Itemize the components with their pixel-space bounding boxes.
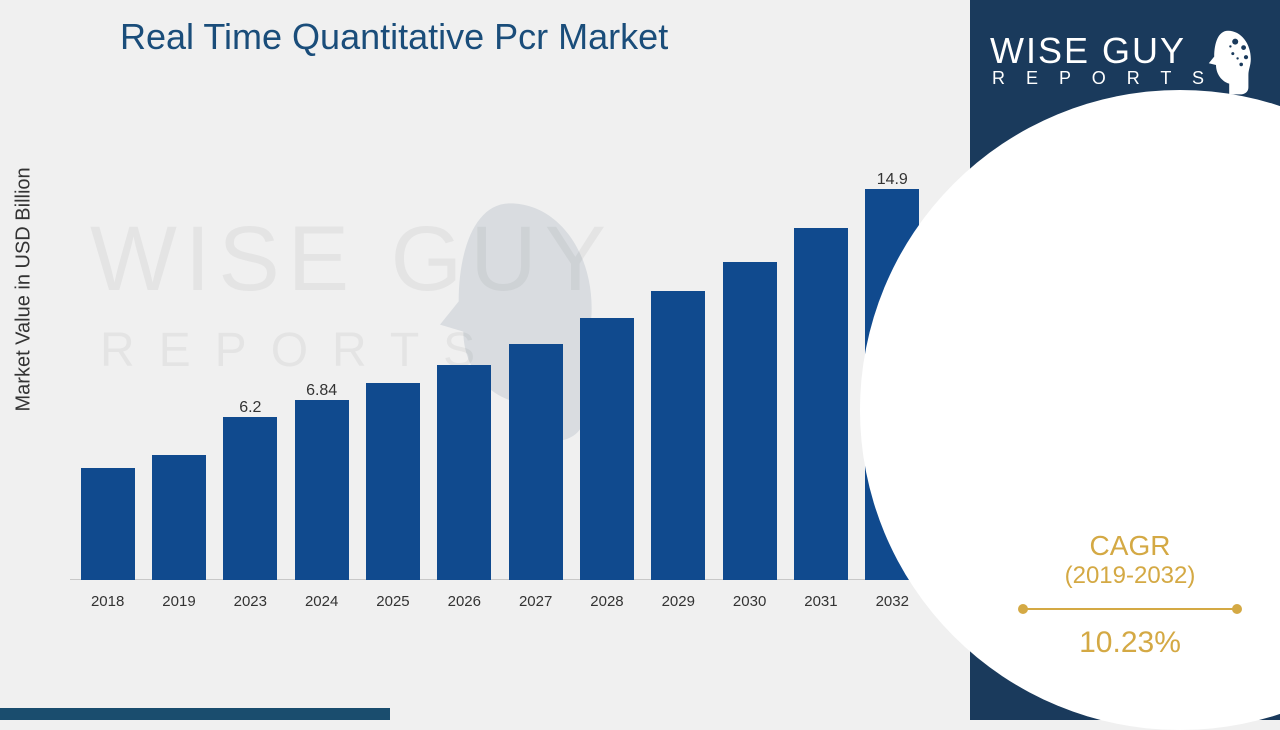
- chart-title: Real Time Quantitative Pcr Market: [120, 16, 668, 58]
- bar: [437, 365, 491, 580]
- bar: [152, 455, 206, 580]
- bar: [223, 417, 277, 580]
- x-label: 2031: [791, 593, 850, 610]
- bar: [509, 344, 563, 580]
- bar-value-label: 6.2: [239, 399, 261, 417]
- cagr-divider: [1020, 608, 1240, 610]
- brand-logo: WISE GUY R E P O R T S: [990, 30, 1260, 89]
- x-label: 2032: [863, 593, 922, 610]
- cagr-value: 10.23%: [1010, 626, 1250, 660]
- main-area: Real Time Quantitative Pcr Market WISE G…: [0, 0, 970, 720]
- bar-wrapper: [649, 291, 708, 580]
- bar-wrapper: [506, 344, 565, 580]
- x-label: 2019: [149, 593, 208, 610]
- cagr-range: (2019-2032): [1010, 562, 1250, 590]
- x-label: 2018: [78, 593, 137, 610]
- bars-area: 6.26.8414.9: [70, 160, 930, 580]
- bar-wrapper: [78, 468, 137, 580]
- x-axis-labels: 2018 2019 2023 2024 2025 2026 2027 2028 2029 2030…: [70, 593, 930, 610]
- footer-accent-bar: [0, 708, 390, 720]
- bar-wrapper: 6.2: [221, 417, 280, 580]
- bar: [295, 400, 349, 580]
- x-label: 2029: [649, 593, 708, 610]
- x-label: 2026: [435, 593, 494, 610]
- logo-main-text: WISE GUY: [990, 30, 1186, 72]
- y-axis-label: Market Value in USD Billion: [13, 167, 36, 411]
- x-label: 2024: [292, 593, 351, 610]
- bar: [651, 291, 705, 580]
- bar-wrapper: [363, 383, 422, 580]
- bar-chart: 6.26.8414.9 2018201920232024202520262027…: [70, 160, 930, 610]
- bar-wrapper: [791, 228, 850, 580]
- logo-head-icon: [1196, 26, 1260, 98]
- bar-wrapper: [435, 365, 494, 580]
- x-label: 2027: [506, 593, 565, 610]
- bar-wrapper: 6.84: [292, 400, 351, 580]
- bar-wrapper: [577, 318, 636, 581]
- bar: [723, 262, 777, 580]
- bar-wrapper: [720, 262, 779, 580]
- x-label: 2025: [363, 593, 422, 610]
- bar-wrapper: [149, 455, 208, 580]
- bar: [794, 228, 848, 580]
- bar: [580, 318, 634, 581]
- bar-value-label: 6.84: [306, 382, 337, 400]
- cagr-block: CAGR (2019-2032) 10.23%: [1010, 530, 1250, 660]
- bar: [81, 468, 135, 580]
- x-label: 2023: [221, 593, 280, 610]
- bar: [366, 383, 420, 580]
- bar-value-label: 14.9: [877, 171, 908, 189]
- x-label: 2030: [720, 593, 779, 610]
- x-label: 2028: [577, 593, 636, 610]
- cagr-label: CAGR: [1010, 530, 1250, 562]
